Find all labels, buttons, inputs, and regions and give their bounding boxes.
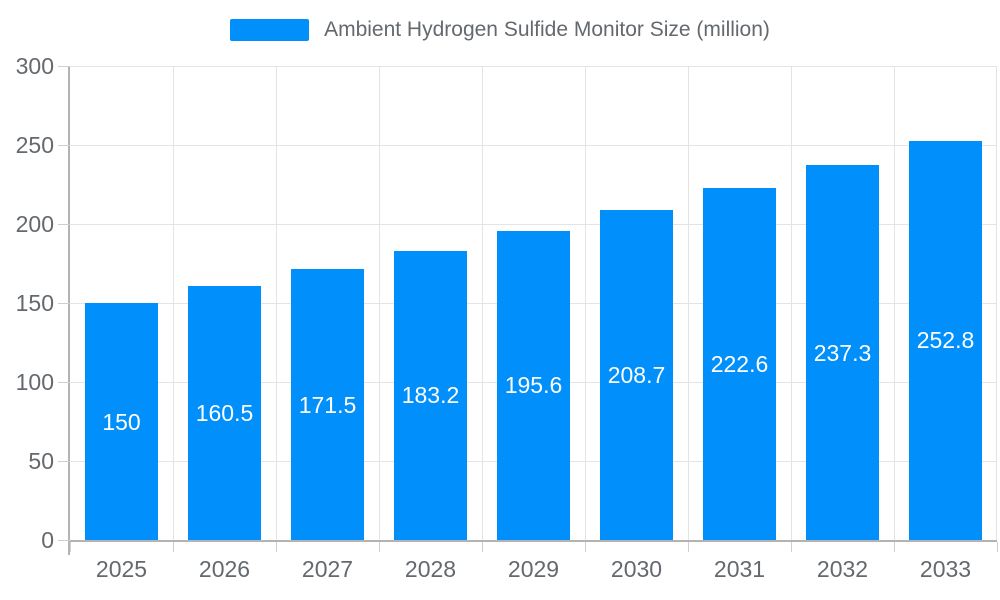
x-axis-tick	[997, 542, 998, 552]
gridline-vertical	[688, 66, 689, 540]
bar-value-label: 150	[102, 408, 141, 435]
x-axis-tick	[894, 542, 895, 552]
y-axis-tick	[58, 66, 70, 67]
bar[interactable]: 171.5	[291, 269, 364, 540]
gridline-vertical	[585, 66, 586, 540]
x-axis-tick	[688, 542, 689, 552]
x-axis-tick-label: 2033	[919, 556, 972, 582]
bar-value-label: 252.8	[916, 327, 975, 354]
bar[interactable]: 160.5	[188, 286, 261, 540]
gridline-vertical	[482, 66, 483, 540]
bar[interactable]: 195.6	[497, 230, 570, 540]
x-axis-tick-label: 2028	[404, 556, 457, 582]
bar-value-label: 183.2	[401, 382, 460, 409]
x-axis-tick-label: 2029	[507, 556, 560, 582]
y-axis-tick	[58, 145, 70, 146]
y-axis-line	[68, 66, 70, 555]
gridline-vertical	[276, 66, 277, 540]
y-axis-tick	[58, 540, 70, 541]
y-axis-tick	[58, 303, 70, 304]
x-axis-tick	[70, 542, 71, 552]
x-axis-tick-label: 2032	[816, 556, 869, 582]
bar-value-label: 160.5	[195, 400, 254, 427]
bar-value-label: 171.5	[298, 391, 357, 418]
x-axis-line	[68, 540, 997, 542]
gridline-horizontal	[70, 66, 997, 67]
x-axis-tick	[482, 542, 483, 552]
plot-area: 150 160.5 171.5 183.2 195.6 208.7 222.6 237.3 25…	[70, 66, 997, 540]
x-axis-tick-label: 2031	[713, 556, 766, 582]
gridline-vertical	[379, 66, 380, 540]
legend-label: Ambient Hydrogen Sulfide Monitor Size (m…	[324, 18, 770, 41]
y-axis-tick-label: 200	[15, 211, 54, 237]
bar[interactable]: 183.2	[394, 250, 467, 540]
bar[interactable]: 252.8	[909, 140, 982, 540]
bar-value-label: 195.6	[504, 372, 563, 399]
legend-item[interactable]: Ambient Hydrogen Sulfide Monitor Size (m…	[0, 17, 1000, 43]
y-axis-tick-label: 50	[28, 448, 54, 474]
x-axis-tick-label: 2030	[610, 556, 663, 582]
x-axis-tick	[173, 542, 174, 552]
x-axis-tick	[379, 542, 380, 552]
x-axis-tick-label: 2026	[198, 556, 251, 582]
x-axis-labels: 2025 2026 2027 2028 2029 2030 2031 2032 2033	[70, 556, 997, 586]
bar-value-label: 208.7	[607, 362, 666, 389]
bar[interactable]: 150	[85, 303, 158, 540]
x-axis-tick	[791, 542, 792, 552]
y-axis-tick-label: 150	[15, 290, 54, 316]
y-axis-tick-label: 100	[15, 369, 54, 395]
gridline-vertical	[996, 66, 997, 540]
bar-value-label: 222.6	[710, 351, 769, 378]
legend-swatch	[230, 19, 310, 41]
y-axis-tick	[58, 224, 70, 225]
x-axis-tick	[276, 542, 277, 552]
gridline-vertical	[173, 66, 174, 540]
gridline-horizontal	[70, 145, 997, 146]
bar[interactable]: 237.3	[806, 165, 879, 540]
bar[interactable]: 208.7	[600, 210, 673, 540]
x-axis-tick-label: 2027	[301, 556, 354, 582]
x-axis-tick-label: 2025	[95, 556, 148, 582]
gridline-vertical	[894, 66, 895, 540]
y-axis-tick-label: 0	[41, 527, 54, 553]
bar-value-label: 237.3	[813, 339, 872, 366]
y-axis-tick	[58, 461, 70, 462]
y-axis-tick	[58, 382, 70, 383]
gridline-horizontal	[70, 224, 997, 225]
gridline-vertical	[791, 66, 792, 540]
x-axis-tick	[585, 542, 586, 552]
y-axis-tick-label: 300	[15, 53, 54, 79]
bar[interactable]: 222.6	[703, 188, 776, 540]
y-axis-tick-label: 250	[15, 132, 54, 158]
